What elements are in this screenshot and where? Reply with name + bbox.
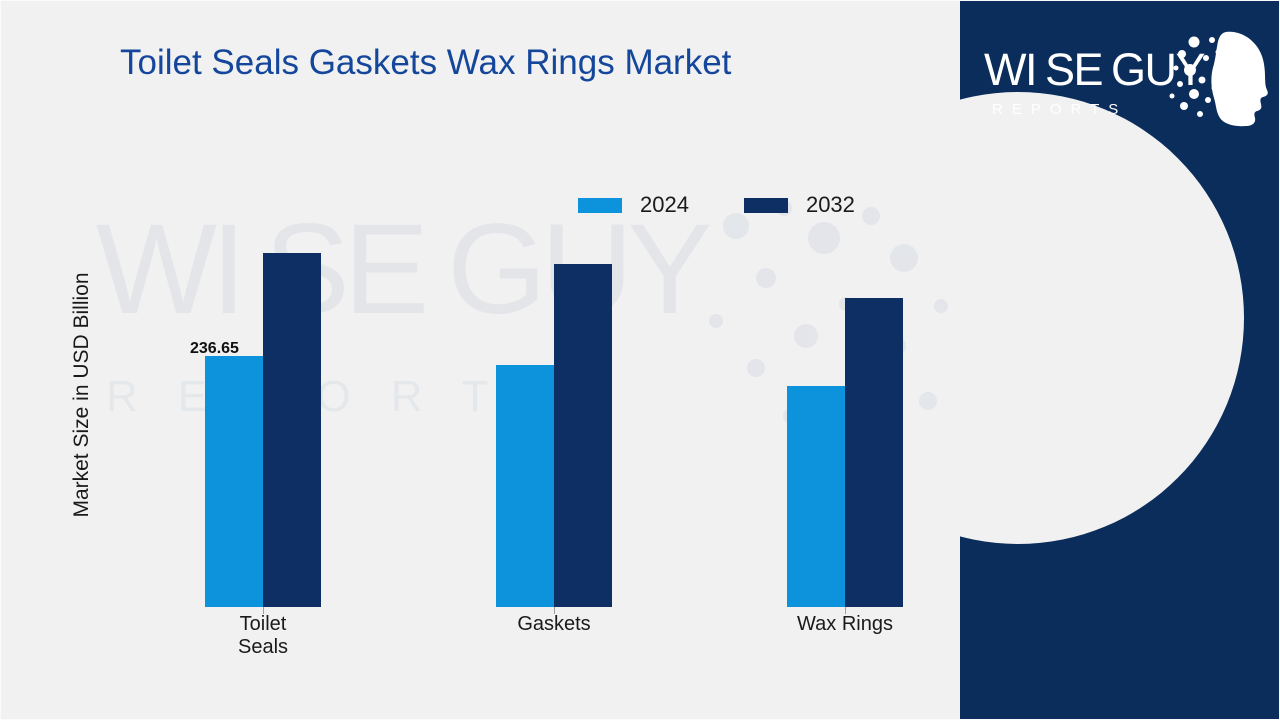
- dotted-head-profile-icon: [1164, 28, 1272, 132]
- x-axis-label-toilet-seals-line2: Seals: [237, 636, 289, 658]
- legend-label-2032: 2032: [805, 192, 855, 217]
- bar-2024-wax-rings[interactable]: [787, 386, 845, 607]
- bar-2032-gaskets[interactable]: [554, 264, 612, 607]
- page-title: Toilet Seals Gaskets Wax Rings Market: [120, 43, 732, 82]
- y-axis-label: Market Size in USD Billion: [70, 272, 93, 518]
- bar-2024-gaskets[interactable]: [496, 365, 554, 607]
- chart-legend: 2024 2032: [578, 194, 855, 216]
- x-tick-toilet-seals: [263, 607, 264, 614]
- x-tick-wax-rings: [845, 607, 846, 614]
- logo-subtitle: REPORTS: [992, 101, 1128, 118]
- x-axis-label-toilet-seals-line1: Toilet: [239, 613, 287, 635]
- x-axis-label-wax-rings-line1: Wax Rings: [797, 613, 893, 635]
- bar-value-label-toilet-seals-2024: 236.65: [190, 340, 239, 357]
- legend-item-2032[interactable]: 2032: [743, 192, 855, 217]
- x-axis-label-gaskets: Gaskets: [464, 613, 644, 636]
- x-axis-label-toilet-seals: Toilet Seals: [173, 613, 353, 659]
- bar-chart-plot: 236.65 Toilet Seals Gaskets Wax Rings: [173, 253, 935, 659]
- x-axis-label-gaskets-line1: Gaskets: [517, 613, 591, 635]
- bar-2024-toilet-seals[interactable]: [205, 356, 263, 607]
- legend-swatch-2024: [578, 197, 622, 213]
- x-tick-gaskets: [554, 607, 555, 614]
- legend-swatch-2032: [743, 197, 788, 213]
- x-axis-label-wax-rings: Wax Rings: [755, 613, 935, 636]
- legend-item-2024[interactable]: 2024: [578, 194, 689, 216]
- bar-2032-wax-rings[interactable]: [845, 298, 903, 607]
- bar-2032-toilet-seals[interactable]: [263, 253, 321, 607]
- legend-label-2024: 2024: [640, 192, 689, 217]
- wise-guy-reports-logo: WI SE GUY REPORTS: [978, 28, 1268, 136]
